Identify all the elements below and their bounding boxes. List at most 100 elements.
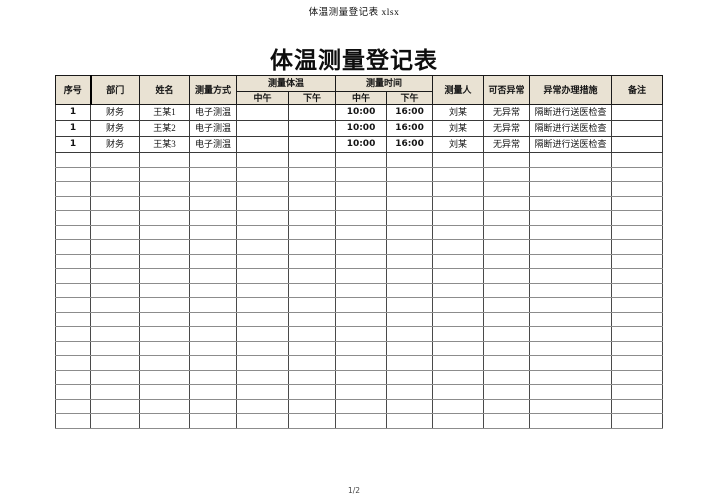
- empty-cell: [529, 340, 613, 356]
- temperature-register-table: 序号 部门 姓名 测量方式 测量体温 测量时间 测量人 可否异常 异常办理措施 …: [55, 75, 664, 429]
- empty-cell: [611, 282, 664, 298]
- empty-cell: [335, 268, 388, 284]
- table-row-empty: [55, 210, 664, 226]
- empty-cell: [483, 210, 531, 226]
- empty-cell: [483, 340, 531, 356]
- empty-cell: [529, 413, 613, 429]
- empty-cell: [139, 384, 190, 400]
- empty-cell: [236, 224, 289, 240]
- empty-cell: [287, 326, 337, 342]
- empty-cell: [335, 253, 388, 269]
- table-row-empty: [55, 195, 664, 211]
- cell-measurer: 刘某: [432, 120, 485, 137]
- empty-cell: [386, 181, 434, 197]
- empty-cell: [287, 195, 337, 211]
- empty-cell: [189, 398, 237, 414]
- cell-method: 电子测温: [189, 104, 237, 121]
- empty-cell: [139, 398, 190, 414]
- empty-cell: [386, 340, 434, 356]
- empty-cell: [386, 253, 434, 269]
- cell-remarks: [611, 104, 664, 121]
- cell-time-noon: 10:00: [335, 120, 388, 137]
- empty-cell: [483, 384, 531, 400]
- file-caption: 体温测量登记表 xlsx: [308, 8, 400, 18]
- empty-cell: [529, 152, 613, 168]
- header-department: 部门: [89, 75, 140, 105]
- cell-abnormal: 无异常: [483, 104, 531, 121]
- empty-cell: [611, 224, 664, 240]
- table-row-empty: [55, 224, 664, 240]
- cell-measures: 隔断进行送医检查: [529, 104, 613, 121]
- empty-cell: [236, 195, 289, 211]
- empty-cell: [139, 268, 190, 284]
- empty-cell: [386, 398, 434, 414]
- empty-cell: [432, 210, 485, 226]
- table-body: 1 财务 王某1 电子测温 10:00 16:00 刘某 无异常 隔断进行送医检…: [55, 104, 664, 153]
- empty-cell: [236, 210, 289, 226]
- empty-cell: [90, 340, 140, 356]
- empty-cell: [55, 311, 91, 327]
- empty-cell: [55, 166, 91, 182]
- cell-temp-afternoon: [287, 104, 337, 121]
- cell-remarks: [611, 136, 664, 153]
- empty-cell: [189, 282, 237, 298]
- empty-cell: [529, 210, 613, 226]
- cell-serial: 1: [55, 120, 91, 137]
- empty-cell: [189, 152, 237, 168]
- empty-cell: [335, 311, 388, 327]
- empty-cell: [611, 326, 664, 342]
- empty-cell: [483, 268, 531, 284]
- empty-cell: [287, 311, 337, 327]
- empty-cell: [611, 166, 664, 182]
- empty-cell: [483, 239, 531, 255]
- empty-cell: [335, 384, 388, 400]
- empty-cell: [529, 297, 613, 313]
- empty-cell: [55, 195, 91, 211]
- empty-cell: [189, 210, 237, 226]
- empty-cell: [335, 195, 388, 211]
- empty-cell: [611, 340, 664, 356]
- empty-cell: [335, 224, 388, 240]
- table-row-empty: [55, 311, 664, 327]
- empty-cell: [529, 239, 613, 255]
- empty-cell: [55, 268, 91, 284]
- empty-cell: [529, 282, 613, 298]
- empty-cell: [529, 166, 613, 182]
- empty-cell: [335, 239, 388, 255]
- empty-cell: [529, 369, 613, 385]
- header-time-group: 测量时间: [335, 75, 434, 92]
- empty-cell: [432, 268, 485, 284]
- empty-cell: [189, 268, 237, 284]
- cell-serial: 1: [55, 104, 91, 121]
- empty-cell: [139, 326, 190, 342]
- empty-cell: [236, 340, 289, 356]
- empty-cell: [287, 210, 337, 226]
- header-temperature-group: 测量体温: [235, 75, 337, 92]
- empty-cell: [432, 384, 485, 400]
- header-temp-afternoon: 下午: [287, 91, 337, 105]
- empty-cell: [90, 369, 140, 385]
- empty-cell: [287, 181, 337, 197]
- empty-cell: [386, 282, 434, 298]
- empty-cell: [611, 311, 664, 327]
- empty-cell: [483, 253, 531, 269]
- cell-time-afternoon: 16:00: [386, 104, 434, 121]
- empty-cell: [139, 340, 190, 356]
- empty-cell: [335, 413, 388, 429]
- empty-cell: [432, 297, 485, 313]
- empty-cell: [189, 253, 237, 269]
- empty-cell: [55, 152, 91, 168]
- cell-measures: 隔断进行送医检查: [529, 120, 613, 137]
- empty-cell: [90, 166, 140, 182]
- empty-cell: [335, 369, 388, 385]
- empty-cell: [611, 152, 664, 168]
- table-row-empty: [55, 297, 664, 313]
- empty-cell: [483, 181, 531, 197]
- empty-cell: [386, 166, 434, 182]
- empty-cell: [139, 224, 190, 240]
- empty-cell: [335, 282, 388, 298]
- empty-cell: [55, 239, 91, 255]
- empty-cell: [335, 326, 388, 342]
- page-title: 体温测量登记表: [270, 48, 438, 73]
- table-row: 1 财务 王某3 电子测温 10:00 16:00 刘某 无异常 隔断进行送医检…: [55, 136, 664, 153]
